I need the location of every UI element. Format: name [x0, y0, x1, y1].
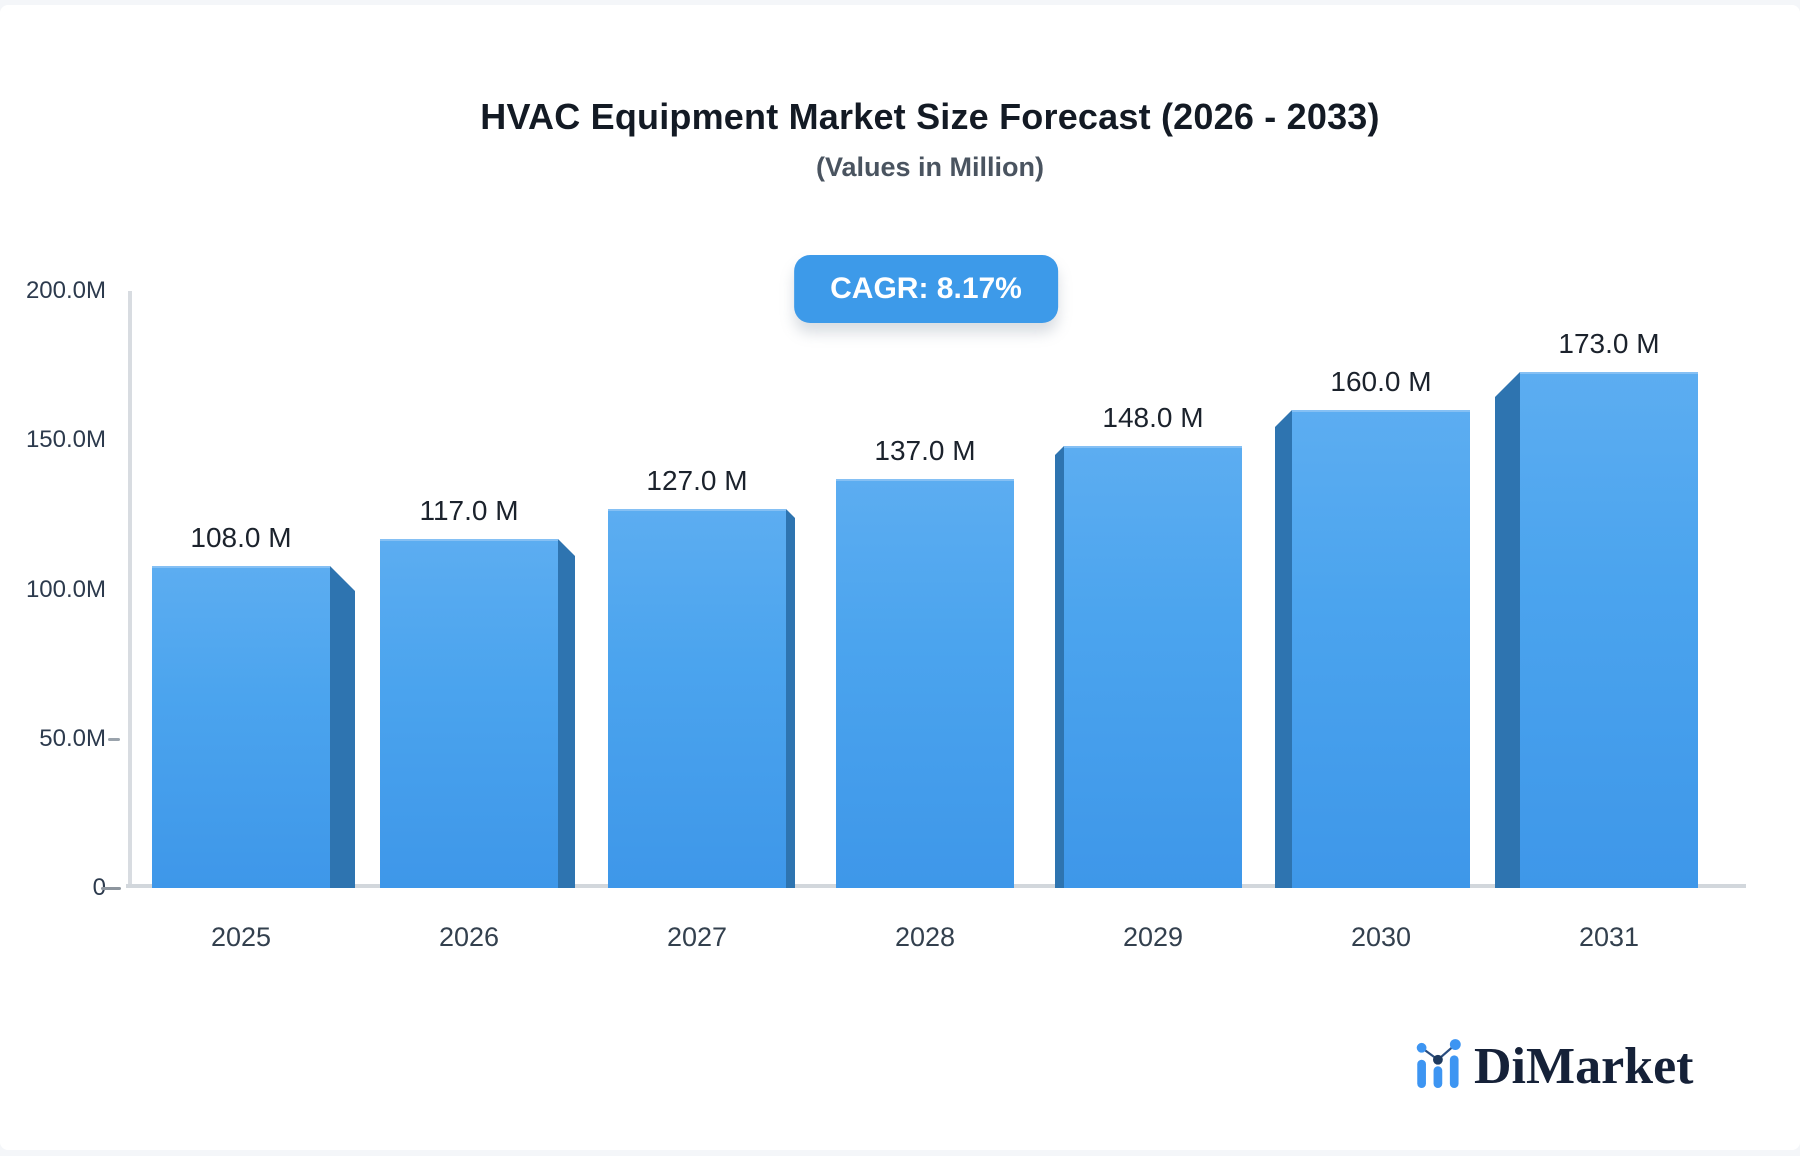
brand-watermark: DiMarket	[1414, 1038, 1693, 1093]
bar-side-3d	[1495, 372, 1520, 888]
x-tick-label: 2025	[210, 922, 272, 952]
y-axis-line	[128, 291, 132, 888]
chart-title: HVAC Equipment Market Size Forecast (202…	[480, 96, 1380, 137]
bar-face	[836, 479, 1014, 888]
bar-face	[608, 509, 786, 888]
x-tick-label: 2026	[438, 922, 500, 952]
bar-value-label: 160.0 M	[1330, 366, 1432, 397]
bar-value-label: 108.0 M	[190, 522, 292, 553]
bar-2027	[608, 509, 795, 888]
bar-2030	[1275, 410, 1470, 888]
y-tick-mark	[108, 737, 120, 741]
bar-value-label: 173.0 M	[1558, 328, 1660, 359]
chart-subtitle: (Values in Million)	[815, 152, 1045, 182]
bar-face	[1064, 446, 1242, 888]
bar-face	[1520, 372, 1698, 888]
x-tick-label: 2027	[666, 922, 728, 952]
cagr-badge: CAGR: 8.17%	[794, 255, 1058, 323]
y-tick-label: 0	[92, 874, 106, 901]
bar-side-3d	[558, 539, 575, 888]
y-tick-label: 150.0M	[25, 426, 106, 454]
bar-side-3d	[330, 566, 355, 888]
bar-value-label: 148.0 M	[1102, 402, 1204, 433]
bar-value-label: 127.0 M	[646, 465, 748, 496]
x-tick-label: 2028	[894, 922, 956, 952]
bar-2026	[380, 539, 575, 888]
x-tick-label: 2030	[1350, 922, 1412, 952]
bar-line-chart-logo-icon	[1414, 1038, 1464, 1093]
bar-side-3d	[1055, 446, 1064, 888]
x-tick-label: 2031	[1578, 922, 1640, 952]
bar-face	[1292, 410, 1470, 888]
bar-face	[152, 566, 330, 888]
x-tick-label: 2029	[1122, 922, 1184, 952]
bar-2029	[1055, 446, 1242, 888]
y-tick-label: 100.0M	[25, 575, 106, 603]
bar-face	[380, 539, 558, 888]
bar-2028	[836, 479, 1014, 888]
bar-value-label: 137.0 M	[874, 435, 976, 466]
y-tick-mark	[101, 887, 121, 890]
y-tick-label: 200.0M	[25, 277, 106, 304]
chart-header: HVAC Equipment Market Size Forecast (202…	[60, 96, 1800, 183]
bar-2031	[1495, 372, 1698, 888]
bar-value-label: 117.0 M	[419, 495, 519, 526]
y-tick-label: 50.0M	[39, 724, 106, 752]
bar-side-3d	[786, 509, 795, 888]
brand-name: DiMarket	[1474, 1038, 1694, 1095]
bar-2025	[152, 566, 355, 888]
bar-side-3d	[1275, 410, 1292, 888]
